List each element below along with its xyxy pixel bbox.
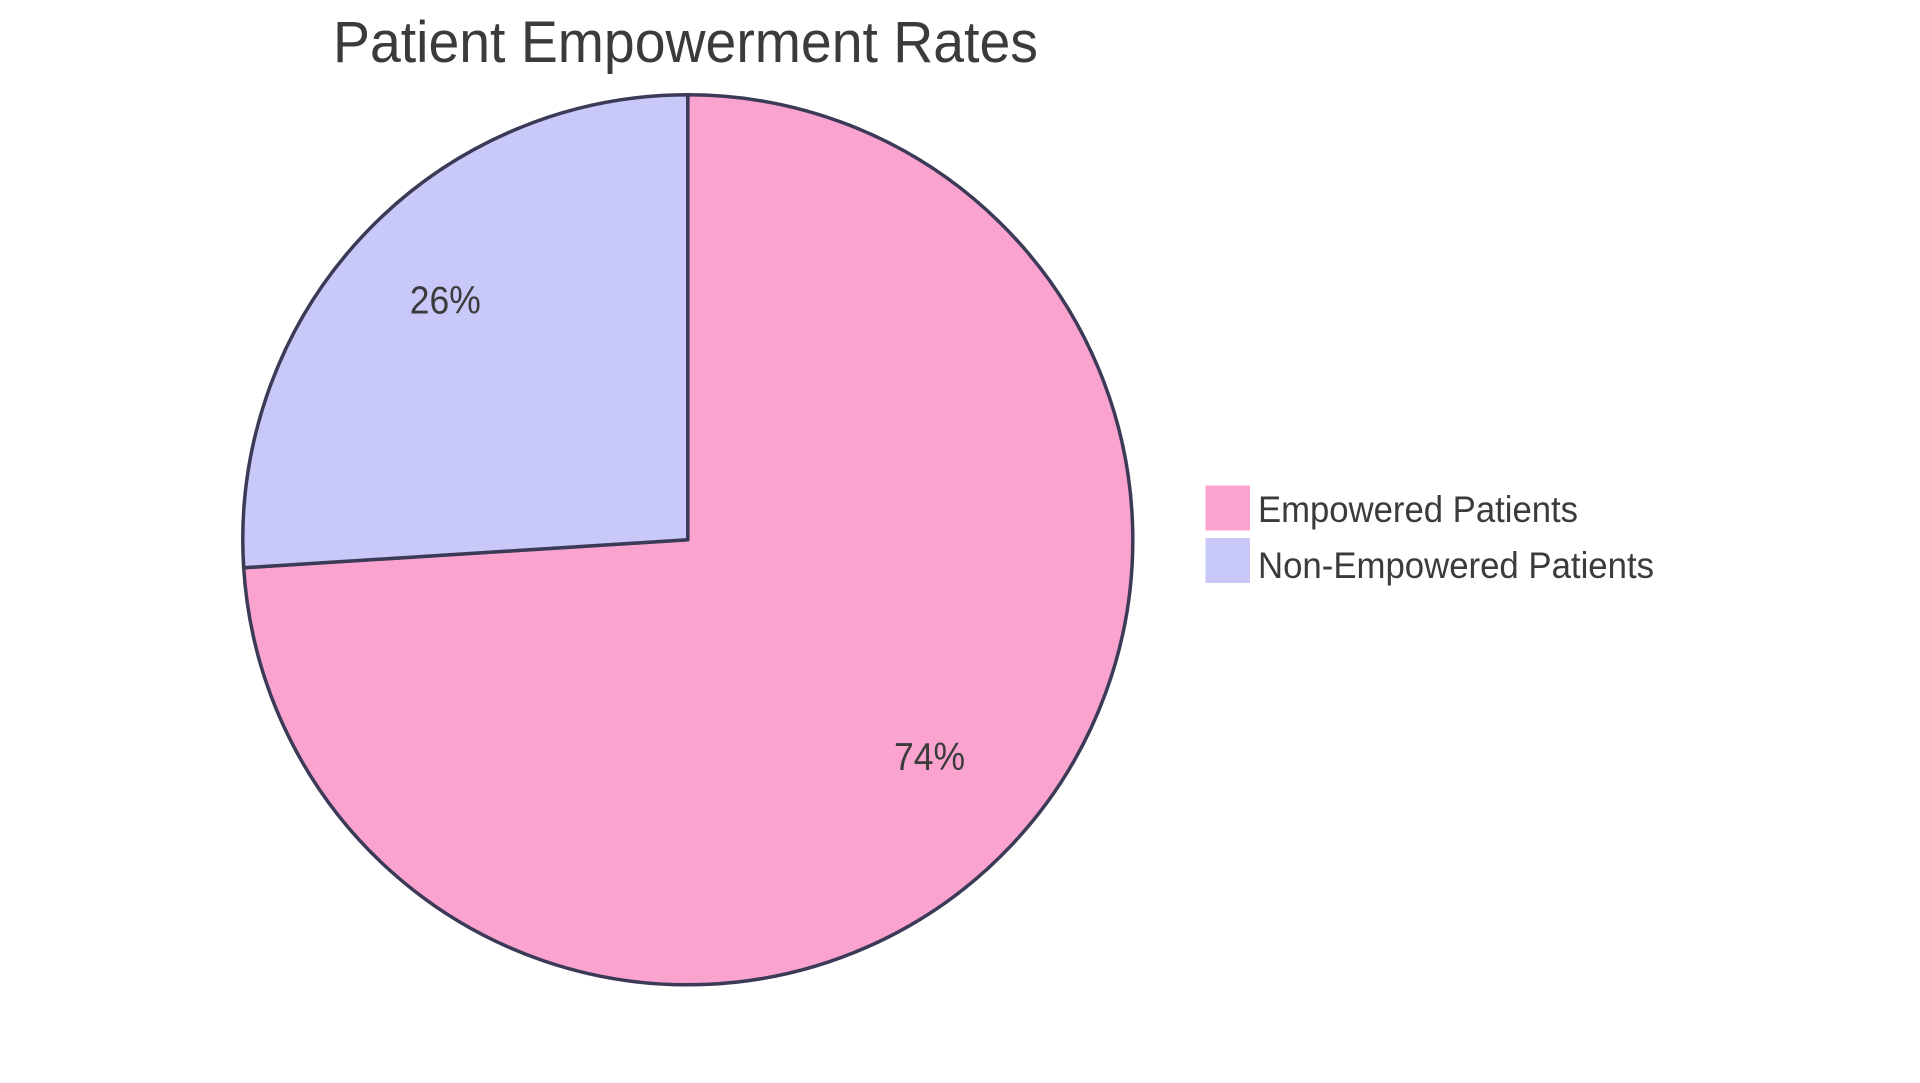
- svg-text:74%: 74%: [894, 736, 965, 779]
- svg-text:Patient Empowerment Rates: Patient Empowerment Rates: [333, 10, 1038, 75]
- svg-text:26%: 26%: [410, 280, 481, 323]
- svg-text:Non-Empowered Patients: Non-Empowered Patients: [1258, 545, 1654, 586]
- svg-text:Empowered Patients: Empowered Patients: [1258, 489, 1578, 530]
